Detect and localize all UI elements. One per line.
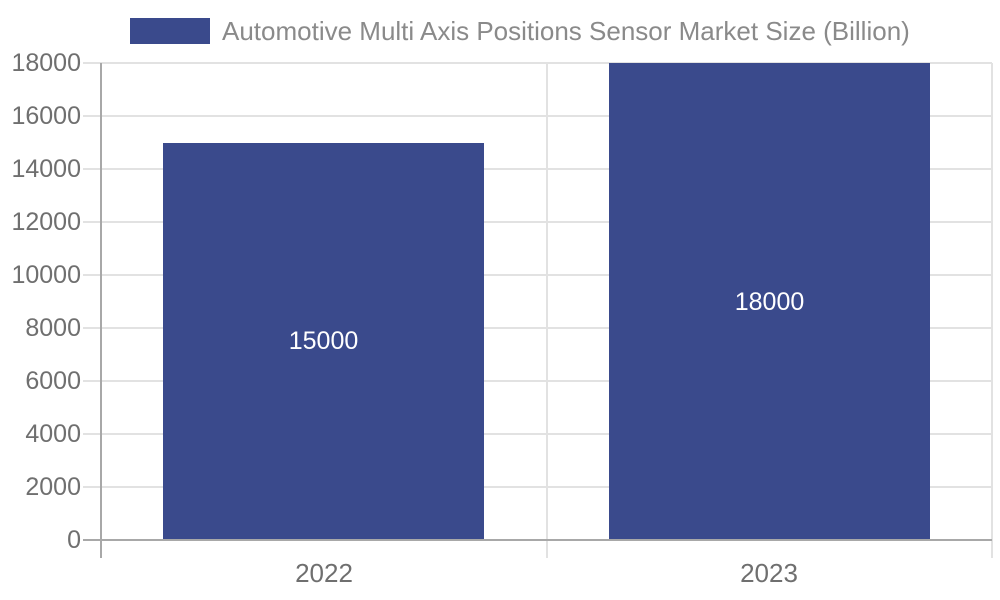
y-axis-line [100,63,102,558]
y-tick-label: 8000 [25,314,81,342]
x-axis-line [83,539,992,541]
x-axis-tick [991,540,993,558]
y-tick-label: 4000 [25,420,81,448]
y-tick-label: 14000 [11,155,81,183]
y-axis-tick [83,380,101,382]
y-tick-label: 2000 [25,473,81,501]
y-tick-label: 6000 [25,367,81,395]
legend-swatch-icon [130,18,210,44]
y-axis-tick [83,62,101,64]
y-tick-label: 16000 [11,102,81,130]
legend-label: Automotive Multi Axis Positions Sensor M… [222,16,910,46]
bar-value-label: 15000 [288,327,359,355]
category-separator [546,63,548,540]
legend-item[interactable]: Automotive Multi Axis Positions Sensor M… [130,17,910,45]
y-axis-tick [83,115,101,117]
bar-2022[interactable] [163,143,484,541]
y-axis-tick [83,274,101,276]
x-axis-tick [546,540,548,558]
y-tick-label: 0 [67,526,81,554]
y-axis-tick [83,433,101,435]
y-tick-label: 12000 [11,208,81,236]
x-tick-label: 2023 [740,558,798,588]
y-axis-tick [83,327,101,329]
bar-value-label: 18000 [734,288,805,316]
plot-right-border [991,63,993,540]
y-axis-tick [83,486,101,488]
y-tick-label: 10000 [11,261,81,289]
x-tick-label: 2022 [295,558,353,588]
bar-2023[interactable] [609,63,930,540]
y-axis-tick [83,168,101,170]
y-axis-tick [83,221,101,223]
y-tick-label: 18000 [11,49,81,77]
